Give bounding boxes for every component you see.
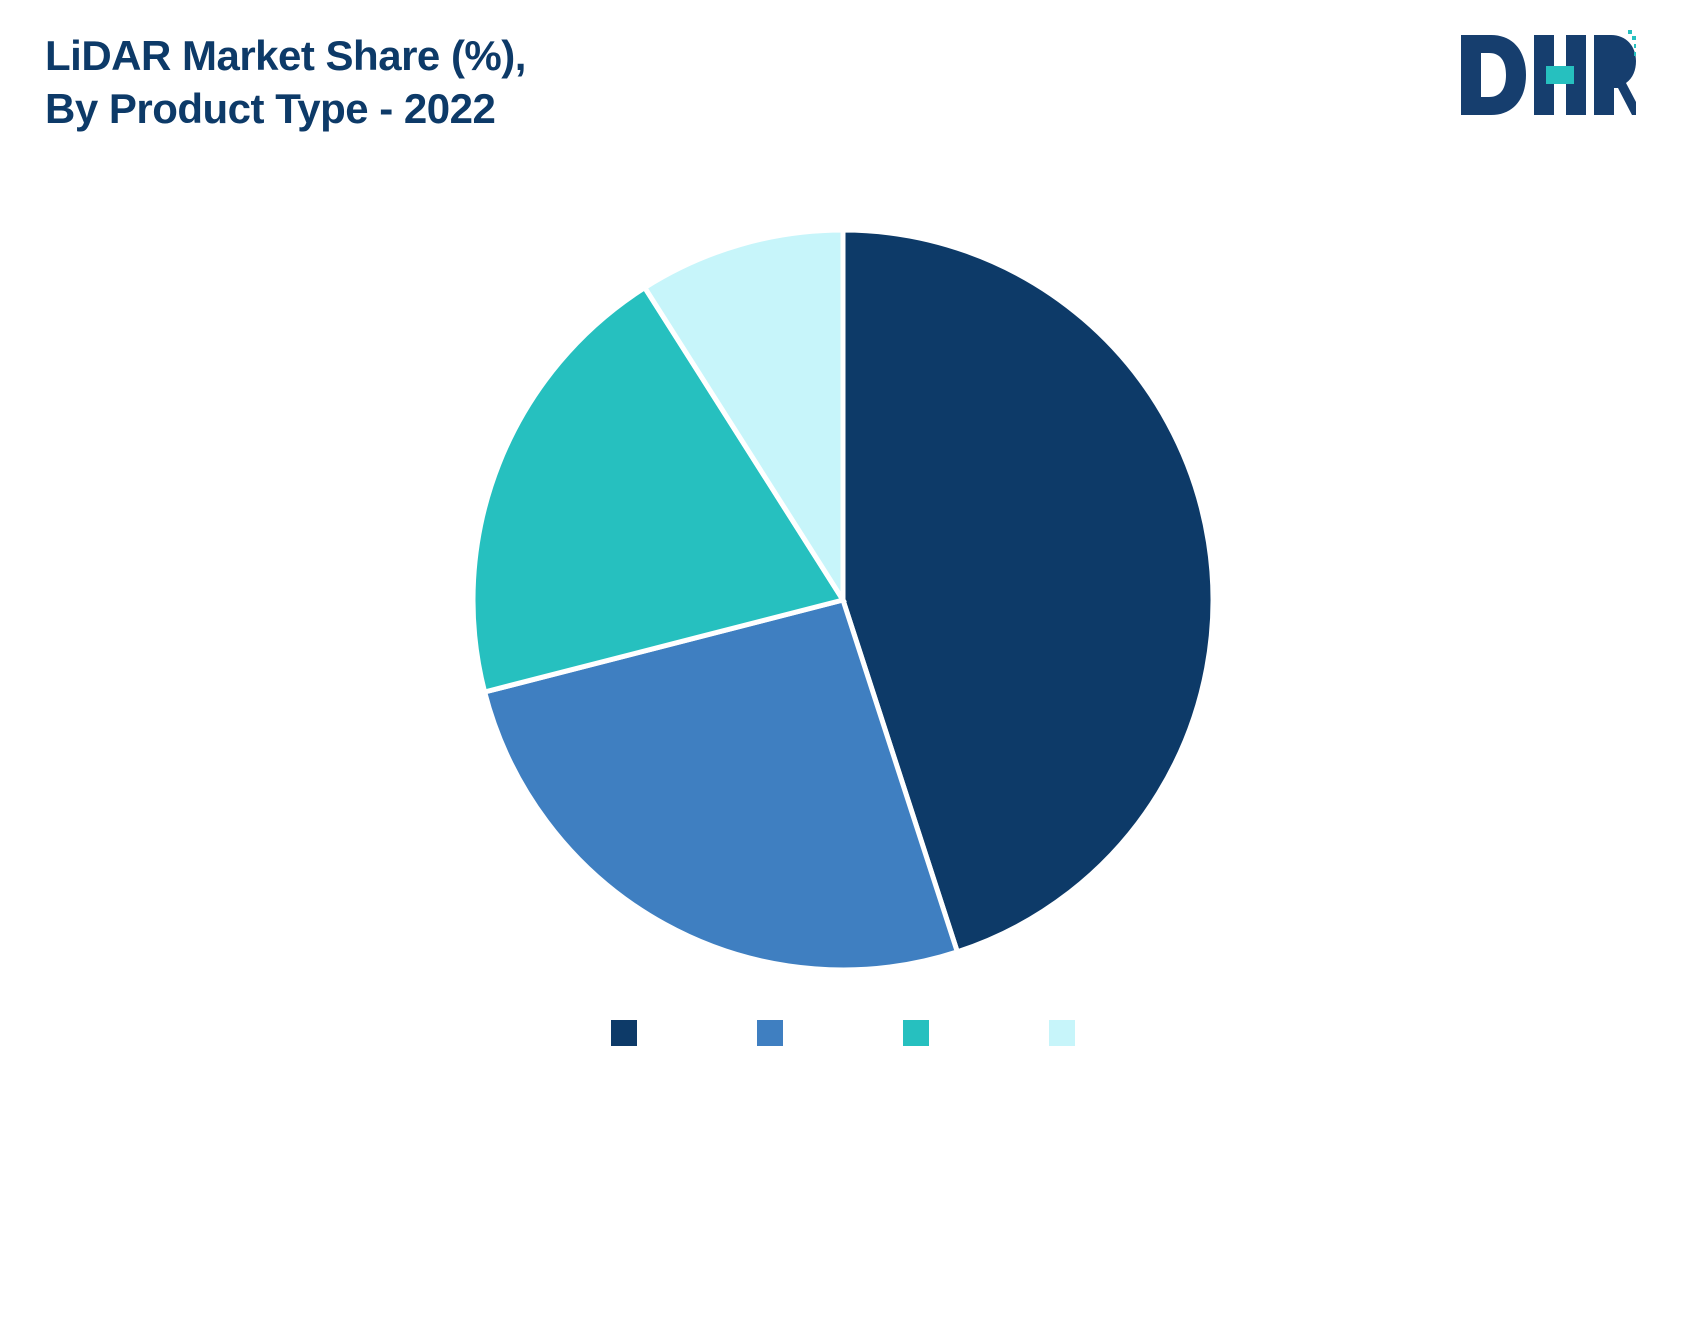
chart-title: LiDAR Market Share (%), By Product Type … — [45, 30, 526, 135]
legend-item-2 — [903, 1020, 929, 1046]
legend — [611, 1020, 1075, 1046]
chart-area — [0, 220, 1686, 1046]
legend-swatch-3 — [1049, 1020, 1075, 1046]
dhr-logo — [1456, 20, 1636, 130]
legend-swatch-1 — [757, 1020, 783, 1046]
legend-item-3 — [1049, 1020, 1075, 1046]
legend-item-1 — [757, 1020, 783, 1046]
title-line-2: By Product Type - 2022 — [45, 83, 526, 136]
legend-swatch-2 — [903, 1020, 929, 1046]
legend-swatch-0 — [611, 1020, 637, 1046]
pie-chart — [463, 220, 1223, 980]
title-line-1: LiDAR Market Share (%), — [45, 30, 526, 83]
legend-item-0 — [611, 1020, 637, 1046]
